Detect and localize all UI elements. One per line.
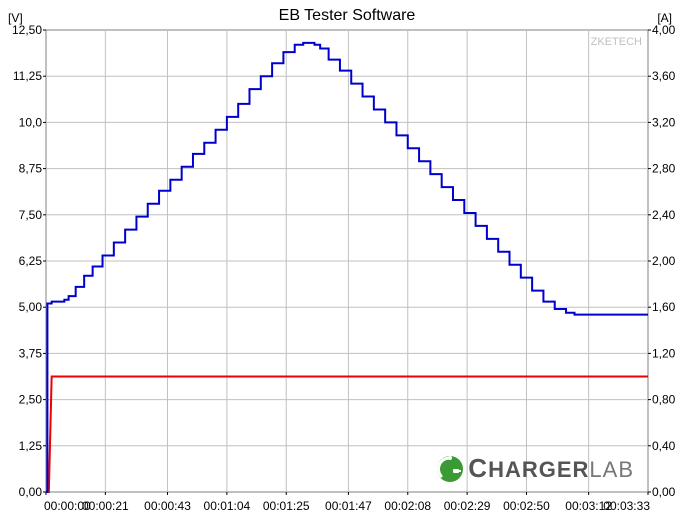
chart-title: EB Tester Software xyxy=(279,7,416,24)
right-tick-label: 4,00 xyxy=(652,23,676,37)
left-tick-label: 12,50 xyxy=(12,23,42,37)
x-tick-label: 00:02:29 xyxy=(444,499,491,513)
x-tick-label: 00:02:50 xyxy=(503,499,550,513)
right-tick-label: 1,20 xyxy=(652,346,676,360)
right-tick-label: 3,60 xyxy=(652,69,676,83)
x-tick-label: 00:01:04 xyxy=(204,499,251,513)
watermark-zketech: ZKETECH xyxy=(591,36,642,48)
chart-container: EB Tester Software [V] [A] 0,000,001,250… xyxy=(0,0,694,532)
left-tick-label: 3,75 xyxy=(19,346,43,360)
left-tick-label: 2,50 xyxy=(19,393,43,407)
right-tick-label: 0,00 xyxy=(652,485,676,499)
left-tick-label: 1,25 xyxy=(19,439,43,453)
right-tick-label: 0,40 xyxy=(652,439,676,453)
left-tick-label: 5,00 xyxy=(19,300,43,314)
right-tick-label: 2,40 xyxy=(652,208,676,222)
left-tick-label: 0,00 xyxy=(19,485,43,499)
x-tick-label: 00:00:43 xyxy=(144,499,191,513)
right-tick-label: 2,00 xyxy=(652,254,676,268)
right-tick-label: 0,80 xyxy=(652,393,676,407)
left-tick-label: 7,50 xyxy=(19,208,43,222)
left-tick-label: 8,75 xyxy=(19,162,43,176)
x-tick-label: 00:01:47 xyxy=(325,499,372,513)
x-tick-label: 00:00:21 xyxy=(82,499,129,513)
chart-svg: EB Tester Software [V] [A] 0,000,001,250… xyxy=(0,0,694,532)
right-tick-label: 2,80 xyxy=(652,162,676,176)
left-tick-label: 11,25 xyxy=(13,69,42,83)
left-tick-label: 6,25 xyxy=(19,254,43,268)
x-tick-label: 00:03:33 xyxy=(603,499,650,513)
plot-area: 0,00 0,00 1,25 0,40 2,50 0,80 3,75 1,20 5,00 1,60… xyxy=(12,23,676,513)
right-tick-label: 1,60 xyxy=(652,300,676,314)
x-tick-label: 00:02:08 xyxy=(384,499,431,513)
left-tick-label: 10,0 xyxy=(19,115,43,129)
right-tick-label: 3,20 xyxy=(652,115,676,129)
x-tick-label: 00:01:25 xyxy=(263,499,310,513)
